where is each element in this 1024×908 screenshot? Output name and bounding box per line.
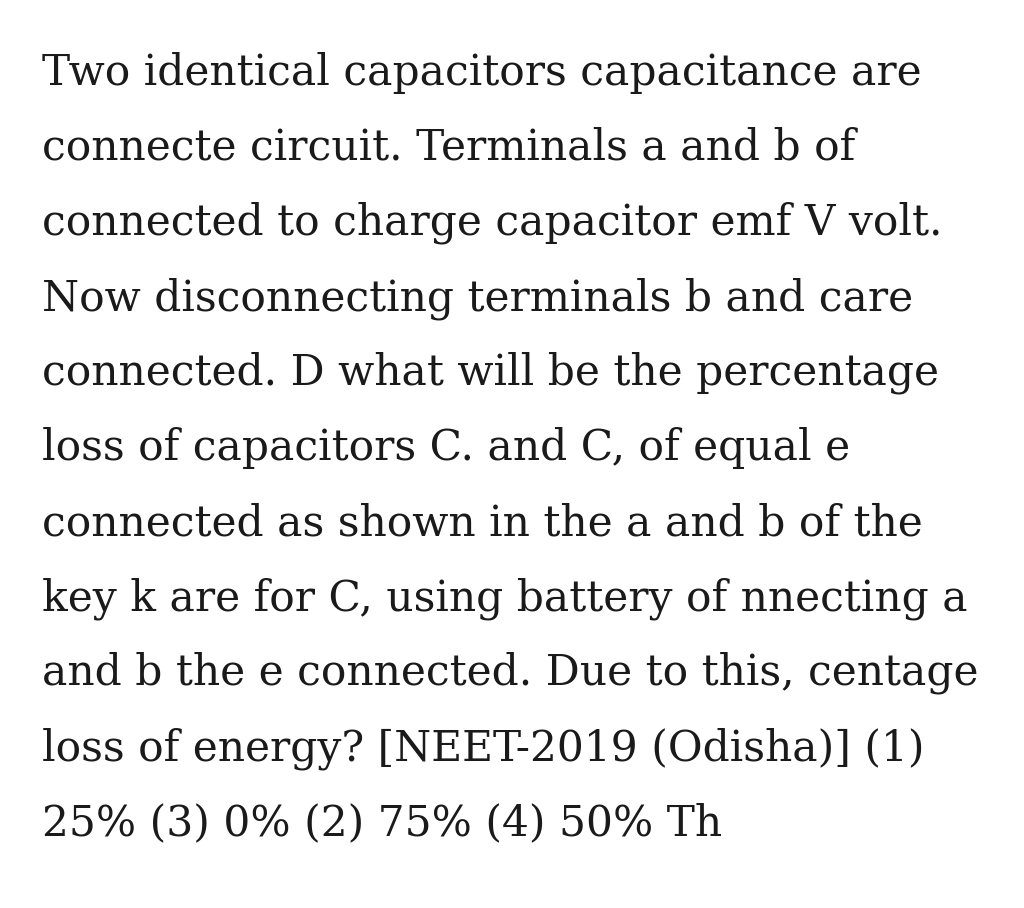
Text: Now disconnecting terminals b and care: Now disconnecting terminals b and care — [42, 277, 913, 320]
Text: connected to charge capacitor emf V volt.: connected to charge capacitor emf V volt… — [42, 202, 942, 244]
Text: connected. D what will be the percentage: connected. D what will be the percentage — [42, 352, 939, 394]
Text: connecte circuit. Terminals a and b of: connecte circuit. Terminals a and b of — [42, 127, 855, 169]
Text: key k are for C, using battery of nnecting a: key k are for C, using battery of nnecti… — [42, 577, 968, 619]
Text: and b the e connected. Due to this, centage: and b the e connected. Due to this, cent… — [42, 652, 979, 695]
Text: Two identical capacitors capacitance are: Two identical capacitors capacitance are — [42, 52, 922, 94]
Text: loss of capacitors C. and C, of equal e: loss of capacitors C. and C, of equal e — [42, 427, 850, 469]
Text: connected as shown in the a and b of the: connected as shown in the a and b of the — [42, 502, 923, 544]
Text: 25% (3) 0% (2) 75% (4) 50% Th: 25% (3) 0% (2) 75% (4) 50% Th — [42, 802, 722, 844]
Text: loss of energy? [NEET-2019 (Odisha)] (1): loss of energy? [NEET-2019 (Odisha)] (1) — [42, 727, 925, 769]
